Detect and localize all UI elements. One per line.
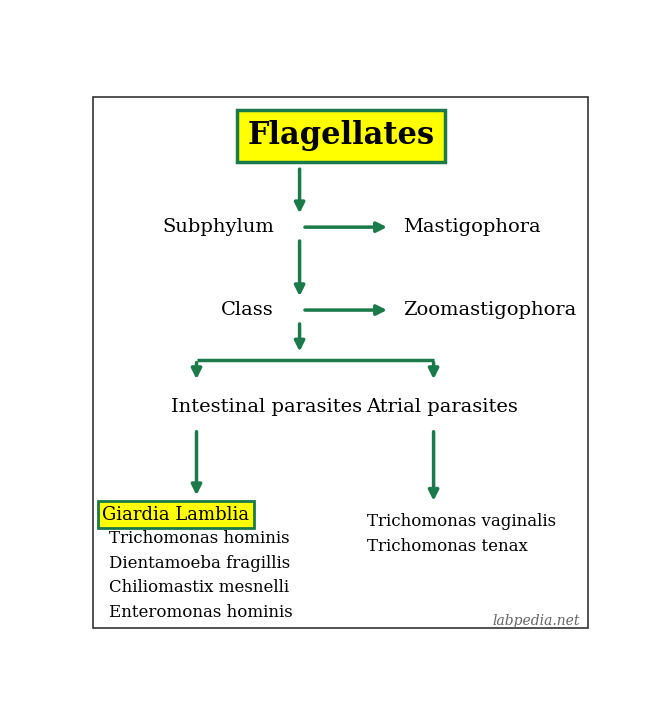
Text: Flagellates: Flagellates	[247, 121, 434, 151]
Text: Giardia Lamblia: Giardia Lamblia	[102, 505, 249, 523]
Text: Atrial parasites: Atrial parasites	[366, 398, 519, 416]
Text: Intestinal parasites: Intestinal parasites	[171, 398, 362, 416]
Text: Mastigophora: Mastigophora	[403, 218, 540, 236]
Text: Class: Class	[221, 301, 274, 319]
Text: Zoomastigophora: Zoomastigophora	[403, 301, 576, 319]
Text: Subphylum: Subphylum	[162, 218, 274, 236]
Text: Trichomonas vaginalis
Trichomonas tenax: Trichomonas vaginalis Trichomonas tenax	[366, 513, 556, 555]
Text: Trichomonas hominis
Dientamoeba fragillis
Chiliomastix mesnelli
Enteromonas homi: Trichomonas hominis Dientamoeba fragilli…	[109, 530, 293, 621]
Text: labpedia.net: labpedia.net	[493, 614, 581, 628]
